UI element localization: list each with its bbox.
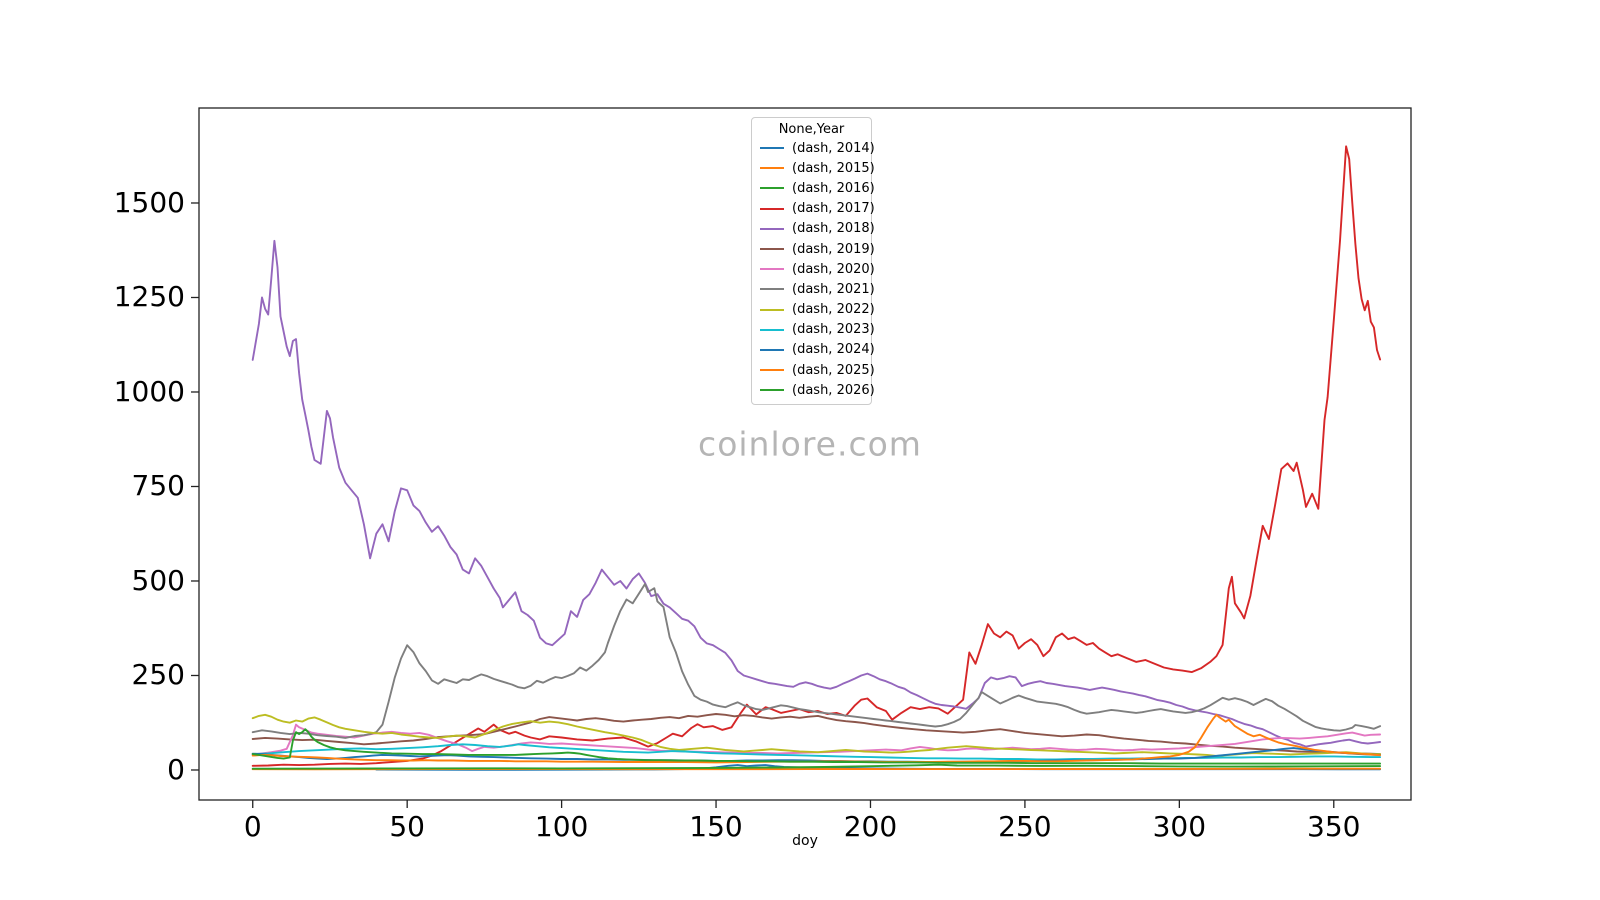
legend-item-label: (dash, 2023) [792, 322, 875, 338]
legend-item-2018: (dash, 2018) [760, 219, 875, 239]
legend-item-label: (dash, 2015) [792, 160, 875, 176]
legend-item-2020: (dash, 2020) [760, 259, 875, 279]
legend-item-label: (dash, 2026) [792, 382, 875, 398]
series-line-2022 [251, 713, 1382, 757]
legend-line-swatch [760, 147, 784, 150]
legend-item-2022: (dash, 2022) [760, 300, 875, 320]
legend-item-2015: (dash, 2015) [760, 158, 875, 178]
legend-item-2017: (dash, 2017) [760, 199, 875, 219]
y-tick-label: 750 [131, 469, 185, 503]
legend-line-swatch [760, 248, 784, 251]
legend-title: None,Year [778, 122, 845, 137]
legend-line-swatch [760, 227, 784, 230]
watermark-text: coinlore.com [698, 424, 922, 464]
legend-item-label: (dash, 2025) [792, 362, 875, 378]
legend-line-swatch [760, 308, 784, 311]
x-tick-label: 300 [1152, 810, 1207, 843]
legend-item-2026: (dash, 2026) [760, 380, 875, 400]
plot-border [198, 107, 1412, 801]
legend-item-label: (dash, 2020) [792, 261, 875, 277]
legend-item-label: (dash, 2019) [792, 241, 875, 257]
y-tick-label: 500 [131, 563, 185, 597]
x-tick-label: 100 [534, 810, 589, 843]
x-tick-label: 200 [843, 810, 898, 843]
x-tick-label: 150 [689, 810, 743, 843]
legend-line-swatch [760, 348, 784, 351]
legend-item-label: (dash, 2018) [792, 221, 875, 237]
legend-item-2019: (dash, 2019) [760, 239, 875, 259]
x-tick-label: 250 [998, 810, 1052, 843]
series-line-2020 [251, 723, 1382, 756]
legend-item-2023: (dash, 2023) [760, 320, 875, 340]
legend-item-2025: (dash, 2025) [760, 360, 875, 380]
x-tick-label: 0 [243, 810, 262, 843]
series-line-2021 [251, 583, 1382, 739]
series-line-2017 [251, 145, 1382, 767]
series-line-2016 [251, 763, 1382, 770]
y-tick-label: 1250 [113, 280, 185, 314]
y-tick-label: 1000 [113, 374, 185, 408]
legend-line-swatch [760, 187, 784, 190]
legend-item-label: (dash, 2014) [792, 140, 875, 156]
legend: None,Year (dash, 2014) (dash, 2015) (dash,… [751, 117, 875, 406]
legend-item-2016: (dash, 2016) [760, 178, 875, 198]
legend-line-swatch [760, 389, 784, 392]
series-line-2018 [251, 239, 1382, 748]
legend-line-swatch [760, 369, 784, 372]
legend-item-2021: (dash, 2021) [760, 279, 875, 299]
legend-item-label: (dash, 2021) [792, 281, 875, 297]
y-tick-label: 250 [131, 658, 185, 692]
legend-item-label: (dash, 2016) [792, 180, 875, 196]
y-tick-label: 1500 [113, 185, 185, 219]
series-line-2026 [251, 728, 1382, 765]
legend-line-swatch [760, 288, 784, 291]
legend-item-label: (dash, 2022) [792, 302, 875, 318]
legend-item-2024: (dash, 2024) [760, 340, 875, 360]
legend-item-2014: (dash, 2014) [760, 138, 875, 158]
legend-item-label: (dash, 2024) [792, 342, 875, 358]
legend-rows: (dash, 2014) (dash, 2015) (dash, 2016) (das… [760, 138, 875, 400]
legend-line-swatch [760, 328, 784, 331]
legend-line-swatch [760, 268, 784, 271]
x-tick-label: 50 [389, 810, 425, 843]
legend-line-swatch [760, 167, 784, 170]
y-tick-label: 0 [167, 752, 185, 786]
legend-item-label: (dash, 2017) [792, 201, 875, 217]
x-axis-label: doy [792, 833, 818, 849]
x-tick-label: 350 [1307, 810, 1361, 843]
series-line-2025 [251, 713, 1382, 764]
legend-line-swatch [760, 207, 784, 210]
